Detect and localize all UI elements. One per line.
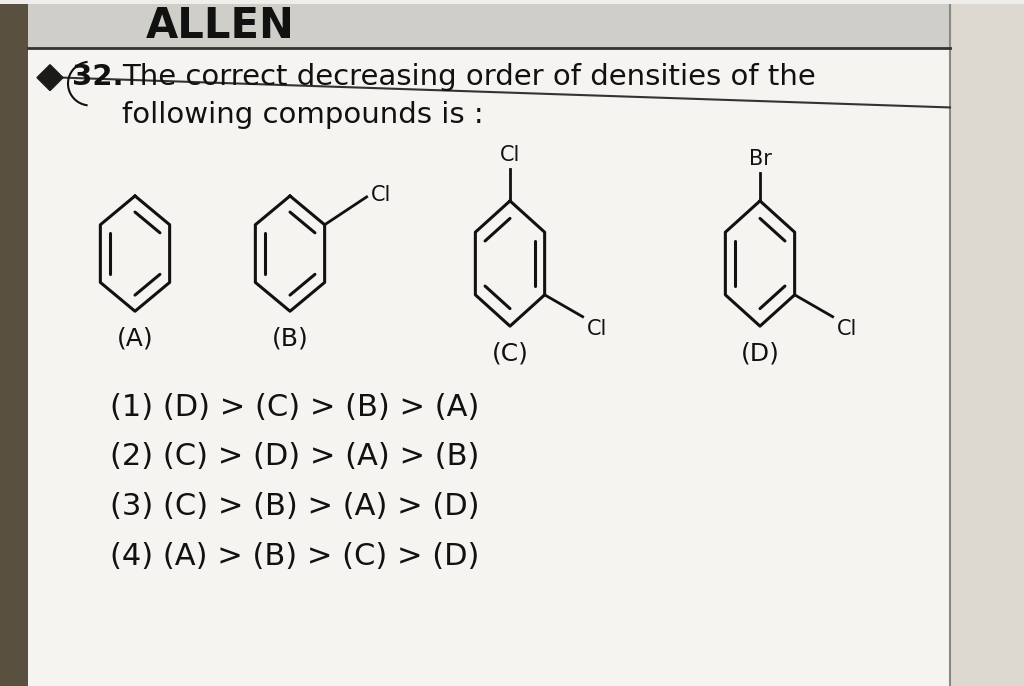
Text: (2) (C) > (D) > (A) > (B): (2) (C) > (D) > (A) > (B) <box>110 442 479 471</box>
Text: (3) (C) > (B) > (A) > (D): (3) (C) > (B) > (A) > (D) <box>110 492 479 521</box>
Text: Cl: Cl <box>500 145 520 165</box>
Bar <box>950 4 1024 686</box>
Text: (1) (D) > (C) > (B) > (A): (1) (D) > (C) > (B) > (A) <box>110 393 479 422</box>
Bar <box>28 4 950 48</box>
Bar <box>0 4 28 686</box>
Text: (D): (D) <box>740 341 779 365</box>
Text: Cl: Cl <box>587 319 607 339</box>
Text: following compounds is :: following compounds is : <box>122 102 483 130</box>
Text: 32.: 32. <box>72 62 124 91</box>
Text: (4) (A) > (B) > (C) > (D): (4) (A) > (B) > (C) > (D) <box>110 542 479 571</box>
Polygon shape <box>37 64 63 91</box>
Text: (A): (A) <box>117 326 154 350</box>
Text: (C): (C) <box>492 341 528 365</box>
Text: Br: Br <box>749 149 771 169</box>
Text: Cl: Cl <box>837 319 857 339</box>
Text: The correct decreasing order of densities of the: The correct decreasing order of densitie… <box>122 62 816 91</box>
Text: (B): (B) <box>271 326 308 350</box>
Text: ALLEN: ALLEN <box>145 5 295 47</box>
Text: Cl: Cl <box>371 185 391 205</box>
